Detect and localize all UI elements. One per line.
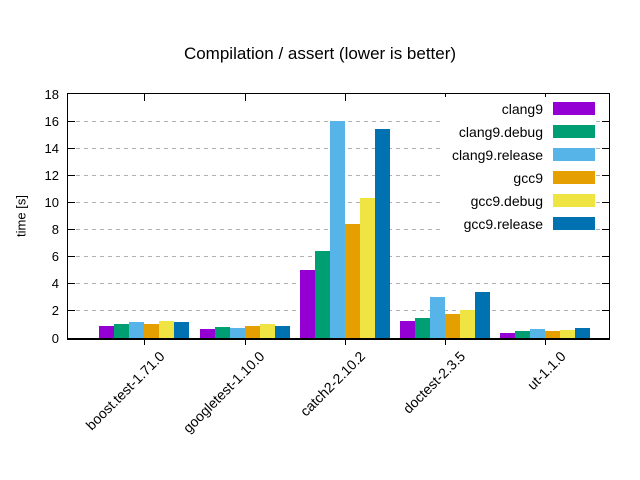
legend-swatch: [553, 102, 595, 115]
y-axis-title: time [s]: [13, 195, 29, 237]
x-category-label: googletest-1.10.0: [179, 348, 268, 436]
y-tick-right-4: [602, 283, 609, 285]
legend-swatch: [553, 125, 595, 138]
y-tick-label-8: 8: [51, 222, 59, 238]
bar-clang9.release-3: [430, 296, 445, 338]
y-tick-right-2: [602, 310, 609, 312]
y-tick-label-10: 10: [44, 194, 59, 210]
bar-gcc9-0: [144, 324, 159, 338]
bar-gcc9.release-4: [575, 327, 590, 338]
x-tick-bottom-1: [244, 340, 246, 345]
x-tick-top-2: [344, 94, 346, 101]
y-tick-right-12: [602, 174, 609, 176]
bar-gcc9.release-2: [374, 129, 390, 338]
y-tick-left-2: [68, 310, 75, 312]
bar-gcc9-1: [244, 326, 260, 338]
plot-area: clang9 clang9.debug clang9.release gcc9 gcc9…: [45, 87, 610, 436]
legend-label: clang9.release: [451, 146, 543, 163]
y-tick-left-10: [68, 201, 75, 203]
bar-gcc9.debug-3: [460, 309, 475, 338]
bar-gcc9-2: [344, 224, 360, 338]
x-category-label: boost.test-1.71.0: [82, 348, 168, 434]
bar-gcc9.debug-2: [359, 198, 375, 338]
bar-clang9.debug-4: [515, 331, 530, 338]
x-tick-bottom-2: [344, 340, 346, 345]
legend-label: gcc9.release: [463, 215, 543, 232]
x-tick-bottom-3: [445, 340, 446, 345]
legend-item: gcc9: [452, 166, 595, 189]
legend-item: clang9.release: [452, 143, 595, 166]
y-tick-label-18: 18: [44, 86, 59, 102]
x-tick-bottom-0: [144, 340, 145, 345]
y-tick-left-12: [68, 174, 75, 176]
y-tick-left-16: [68, 120, 75, 122]
y-tick-right-8: [602, 229, 609, 231]
bar-gcc9.debug-4: [560, 329, 575, 338]
bar-gcc9-3: [445, 314, 460, 338]
y-tick-label-14: 14: [44, 140, 59, 156]
bar-gcc9-4: [545, 331, 560, 338]
y-tick-label-12: 12: [44, 167, 59, 183]
legend-swatch: [553, 171, 595, 184]
bar-clang9.debug-1: [214, 327, 230, 338]
bar-clang9.debug-3: [415, 318, 430, 338]
bar-clang9-3: [400, 321, 415, 338]
legend: clang9 clang9.debug clang9.release gcc9 gcc9…: [443, 97, 595, 235]
bar-clang9-4: [500, 332, 515, 338]
bar-clang9.debug-0: [114, 323, 129, 338]
y-tick-label-4: 4: [51, 276, 59, 292]
x-category-label: doctest-2.3.5: [399, 348, 469, 417]
bar-gcc9.release-0: [174, 321, 189, 338]
legend-swatch: [553, 194, 595, 207]
y-tick-left-14: [68, 147, 75, 149]
x-tick-bottom-4: [545, 340, 546, 345]
x-category-label: catch2-2.10.2: [296, 348, 368, 420]
bar-clang9-0: [99, 325, 114, 338]
legend-item: gcc9.release: [452, 212, 595, 235]
legend-item: clang9: [452, 97, 595, 120]
legend-swatch: [553, 148, 595, 161]
x-category-label: ut-1.1.0: [523, 348, 569, 393]
bar-clang9.release-4: [530, 329, 545, 338]
legend-label: gcc9.debug: [470, 192, 543, 209]
y-tick-label-0: 0: [51, 330, 59, 346]
y-tick-right-6: [602, 256, 609, 258]
y-tick-right-10: [602, 201, 609, 203]
y-tick-left-6: [68, 256, 75, 258]
y-tick-left-8: [68, 229, 75, 231]
bar-gcc9.debug-0: [159, 321, 174, 338]
bar-clang9.release-2: [329, 121, 345, 338]
y-tick-label-2: 2: [51, 303, 59, 319]
bar-clang9.release-1: [229, 327, 245, 338]
legend-swatch: [553, 217, 595, 230]
x-tick-top-1: [244, 94, 246, 101]
bar-clang9.debug-2: [314, 251, 330, 338]
bar-clang9-2: [299, 270, 315, 338]
bar-clang9.release-0: [129, 322, 144, 338]
bar-gcc9.debug-1: [259, 323, 275, 338]
legend-item: clang9.debug: [452, 120, 595, 143]
bar-gcc9.release-3: [475, 291, 490, 338]
y-tick-label-16: 16: [44, 113, 59, 129]
bar-clang9-1: [199, 328, 215, 338]
legend-label: clang9.debug: [458, 123, 543, 140]
chart-title: Compilation / assert (lower is better): [183, 44, 457, 63]
x-tick-top-0: [144, 94, 145, 101]
y-tick-right-16: [602, 120, 609, 122]
y-tick-label-6: 6: [51, 249, 59, 265]
legend-label: clang9: [501, 100, 543, 117]
y-tick-right-14: [602, 147, 609, 149]
legend-item: gcc9.debug: [452, 189, 595, 212]
bar-gcc9.release-1: [274, 325, 290, 338]
legend-label: gcc9: [513, 169, 543, 186]
y-tick-left-4: [68, 283, 75, 285]
